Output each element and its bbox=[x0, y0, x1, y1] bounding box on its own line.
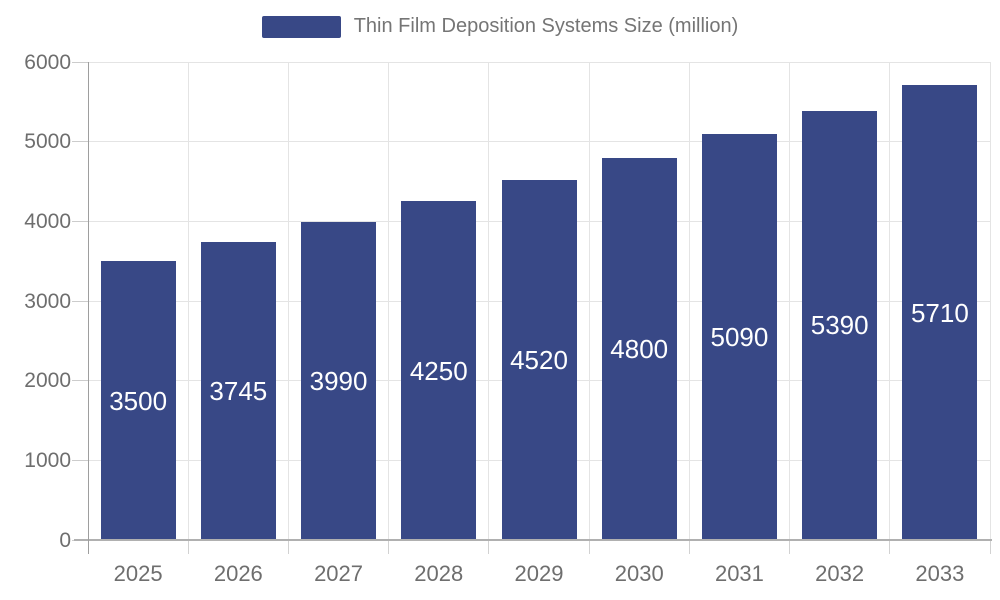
bar-2027: 3990 bbox=[301, 222, 377, 540]
x-tick-label: 2033 bbox=[915, 561, 965, 586]
bar-value-label: 4520 bbox=[510, 344, 568, 375]
gridline-horizontal bbox=[88, 141, 990, 143]
bar-value-label: 3745 bbox=[209, 375, 268, 406]
y-tick-label: 3000 bbox=[24, 289, 71, 313]
gridline-vertical bbox=[388, 62, 390, 540]
bar-2032: 5390 bbox=[802, 110, 878, 540]
y-tick-mark bbox=[72, 300, 88, 302]
bar-2028: 4250 bbox=[401, 201, 477, 540]
bar-value-label: 5090 bbox=[710, 322, 769, 353]
bar-2031: 5090 bbox=[701, 134, 777, 540]
gridline-vertical bbox=[688, 62, 690, 540]
y-tick-label: 1000 bbox=[24, 448, 71, 472]
x-tick-mark bbox=[688, 540, 690, 554]
bar-value-label: 5390 bbox=[810, 310, 869, 341]
gridline-vertical bbox=[588, 62, 590, 540]
x-tick-label: 2032 bbox=[815, 561, 865, 586]
bar-value-label: 3500 bbox=[109, 385, 168, 416]
legend-swatch bbox=[261, 15, 341, 38]
x-tick-mark bbox=[989, 540, 991, 554]
bar-2029: 4520 bbox=[501, 179, 577, 540]
y-tick-label: 4000 bbox=[24, 209, 71, 233]
y-tick-label: 0 bbox=[59, 528, 71, 552]
y-tick-mark bbox=[72, 459, 88, 461]
x-tick-label: 2026 bbox=[213, 561, 263, 586]
y-tick-mark bbox=[72, 220, 88, 222]
bar-2033: 5710 bbox=[902, 85, 978, 540]
x-tick-mark bbox=[889, 540, 891, 554]
y-tick-mark bbox=[72, 380, 88, 382]
bar-value-label: 5710 bbox=[910, 297, 969, 328]
legend-label: Thin Film Deposition Systems Size (milli… bbox=[353, 15, 739, 37]
bar-2026: 3745 bbox=[200, 241, 276, 540]
gridline-horizontal bbox=[88, 61, 990, 63]
y-tick-label: 2000 bbox=[24, 369, 71, 393]
gridline-vertical bbox=[187, 62, 189, 540]
bar-2025: 3500 bbox=[100, 261, 176, 540]
bar-value-label: 4250 bbox=[409, 355, 468, 386]
x-tick-mark bbox=[588, 540, 590, 554]
x-tick-mark bbox=[789, 540, 791, 554]
y-tick-mark bbox=[72, 61, 88, 63]
x-tick-label: 2028 bbox=[414, 561, 464, 586]
x-tick-label: 2027 bbox=[314, 561, 364, 586]
bar-2030: 4800 bbox=[601, 157, 677, 540]
x-tick-label: 2025 bbox=[113, 561, 163, 586]
x-tick-mark bbox=[187, 540, 189, 554]
x-tick-mark bbox=[488, 540, 490, 554]
y-tick-label: 5000 bbox=[24, 130, 71, 154]
y-tick-label: 6000 bbox=[24, 50, 71, 74]
x-tick-label: 2031 bbox=[714, 561, 764, 586]
gridline-vertical bbox=[488, 62, 490, 540]
bar-value-label: 3990 bbox=[309, 366, 368, 397]
x-tick-mark bbox=[388, 540, 390, 554]
gridline-vertical bbox=[789, 62, 791, 540]
y-axis-line bbox=[88, 62, 89, 554]
gridline-vertical bbox=[989, 62, 991, 540]
gridline-vertical bbox=[287, 62, 289, 540]
bar-value-label: 4800 bbox=[610, 333, 669, 364]
legend-item[interactable]: Thin Film Deposition Systems Size (milli… bbox=[0, 15, 1000, 38]
y-tick-mark bbox=[72, 141, 88, 143]
x-tick-mark bbox=[287, 540, 289, 554]
gridline-vertical bbox=[889, 62, 891, 540]
x-tick-label: 2030 bbox=[614, 561, 664, 586]
x-tick-label: 2029 bbox=[514, 561, 564, 586]
x-axis-line bbox=[74, 539, 992, 541]
